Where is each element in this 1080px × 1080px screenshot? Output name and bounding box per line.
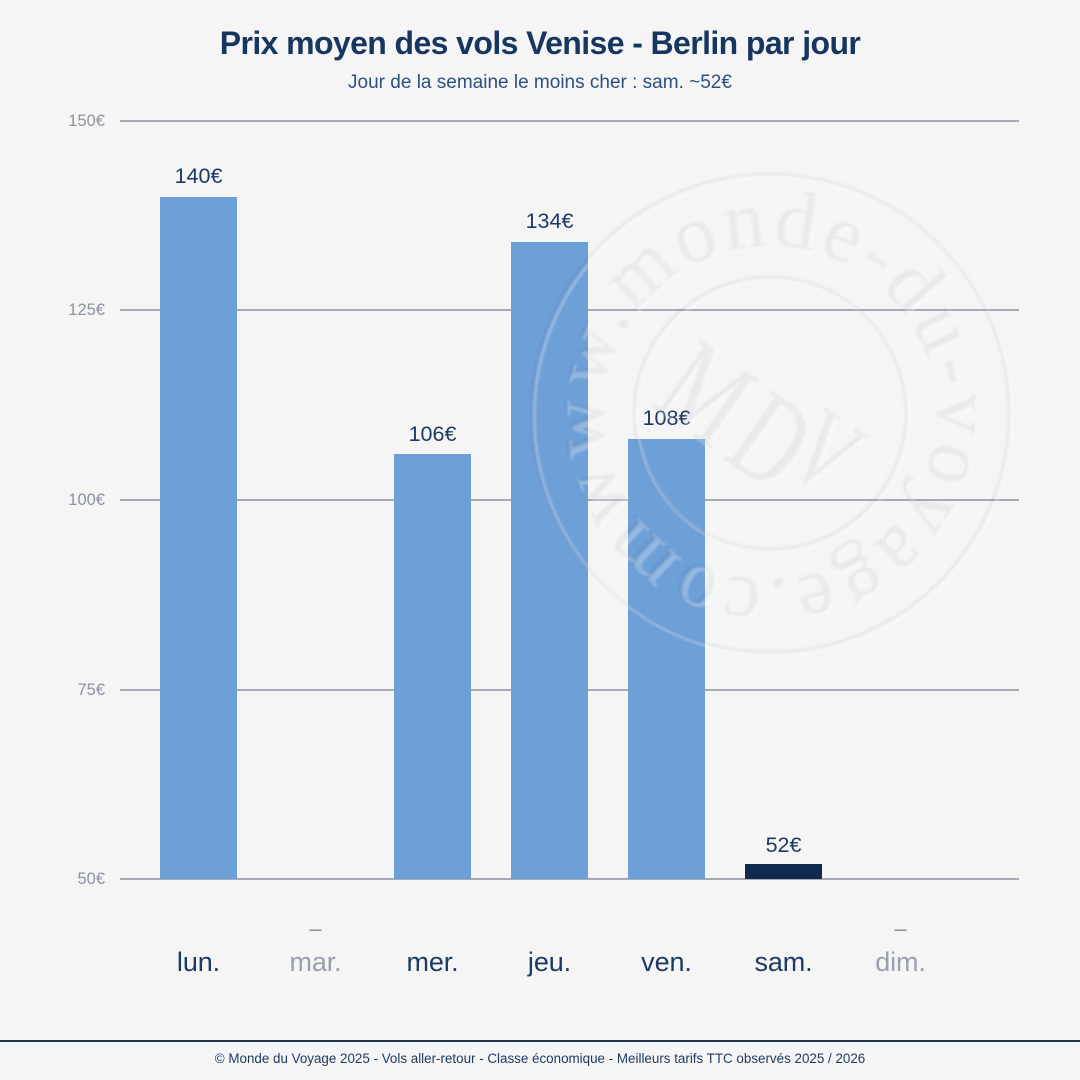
- svg-text:www.monde-du-voyage.com ·: www.monde-du-voyage.com ·: [0, 0, 1006, 653]
